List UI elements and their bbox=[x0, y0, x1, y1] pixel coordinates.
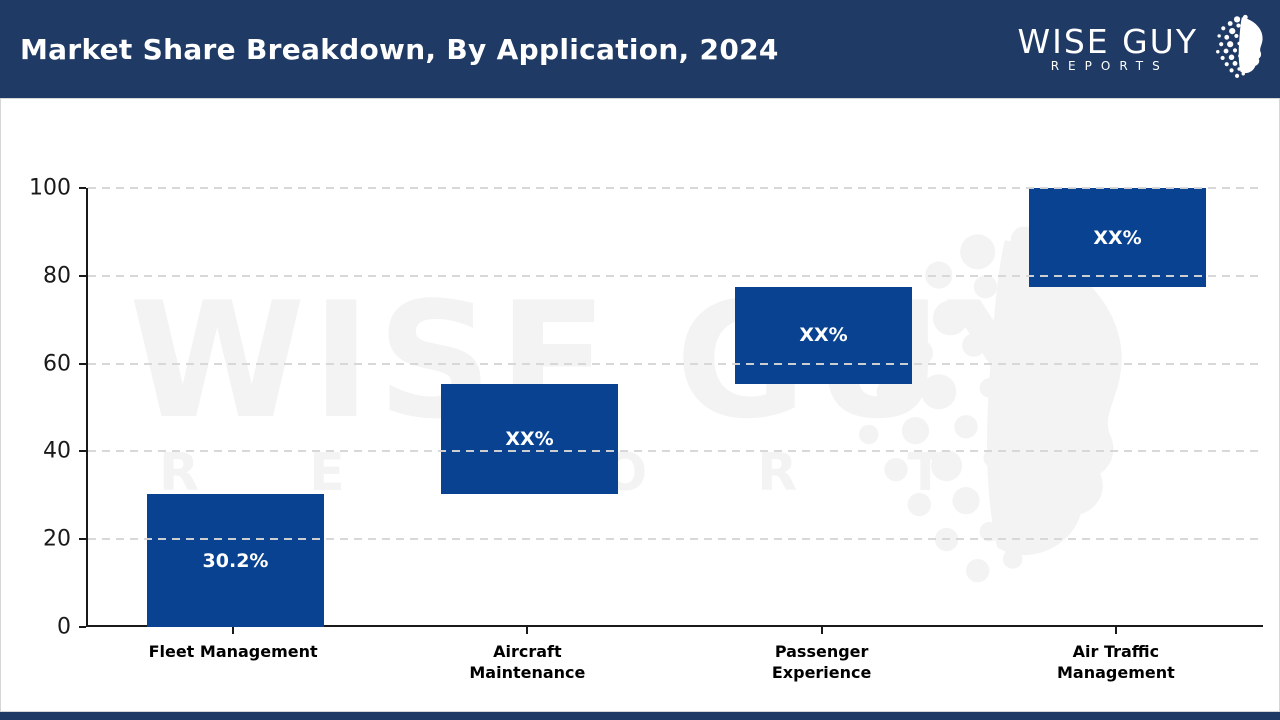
bar-fleet-management: 30.2% bbox=[147, 494, 324, 627]
y-tick-label-100: 100 bbox=[29, 175, 71, 201]
dotted-face-icon bbox=[1216, 14, 1263, 78]
brand-logo-text: WISE GUY REPORTS bbox=[1017, 21, 1198, 74]
x-tick-mark-0 bbox=[232, 627, 235, 634]
y-tick-label-0: 0 bbox=[57, 614, 71, 640]
x-category-label-3: Air Traffic Management bbox=[1056, 642, 1175, 682]
y-tick-mark-40 bbox=[79, 450, 86, 453]
x-tick-mark-1 bbox=[526, 627, 529, 634]
plot-area: 30.2% XX% XX% XX% bbox=[86, 187, 1263, 627]
chart-area: WISE GUY R E P O R T S 30.2% XX% bbox=[0, 98, 1280, 712]
y-tick-mark-100 bbox=[79, 187, 86, 189]
x-category-label-2: Passenger Experience bbox=[771, 642, 872, 682]
bar-aircraft-maintenance: XX% bbox=[441, 383, 618, 495]
gridline-100 bbox=[88, 187, 1263, 189]
bar-passenger-experience: XX% bbox=[735, 287, 912, 384]
brand-name: WISE GUY bbox=[1017, 21, 1198, 61]
x-tick-mark-2 bbox=[820, 627, 823, 634]
x-category-label-0: Fleet Management bbox=[148, 642, 318, 661]
gridline-20 bbox=[88, 538, 1263, 541]
bar-value-label: 30.2% bbox=[202, 549, 269, 572]
y-tick-label-80: 80 bbox=[43, 263, 71, 289]
y-tick-label-40: 40 bbox=[43, 438, 71, 464]
header: Market Share Breakdown, By Application, … bbox=[0, 0, 1280, 98]
y-tick-label-20: 20 bbox=[43, 526, 71, 552]
bar-air-traffic-management: XX% bbox=[1029, 188, 1206, 288]
y-tick-mark-80 bbox=[79, 274, 86, 277]
y-tick-label-60: 60 bbox=[43, 351, 71, 377]
bar-value-label: XX% bbox=[505, 428, 554, 451]
page-title: Market Share Breakdown, By Application, … bbox=[20, 32, 779, 66]
gridline-60 bbox=[88, 362, 1263, 365]
y-tick-mark-0 bbox=[79, 626, 86, 628]
gridline-40 bbox=[88, 450, 1263, 453]
brand-logo: WISE GUY REPORTS bbox=[1017, 11, 1266, 87]
y-tick-mark-20 bbox=[79, 538, 86, 541]
y-tick-mark-60 bbox=[79, 362, 86, 365]
bar-value-label: XX% bbox=[799, 324, 848, 347]
x-category-label-1: Aircraft Maintenance bbox=[469, 642, 586, 682]
footer-bar bbox=[0, 712, 1280, 720]
bar-value-label: XX% bbox=[1093, 226, 1142, 249]
x-tick-mark-3 bbox=[1114, 627, 1117, 634]
brand-subname: REPORTS bbox=[1050, 59, 1169, 74]
gridline-80 bbox=[88, 274, 1263, 277]
